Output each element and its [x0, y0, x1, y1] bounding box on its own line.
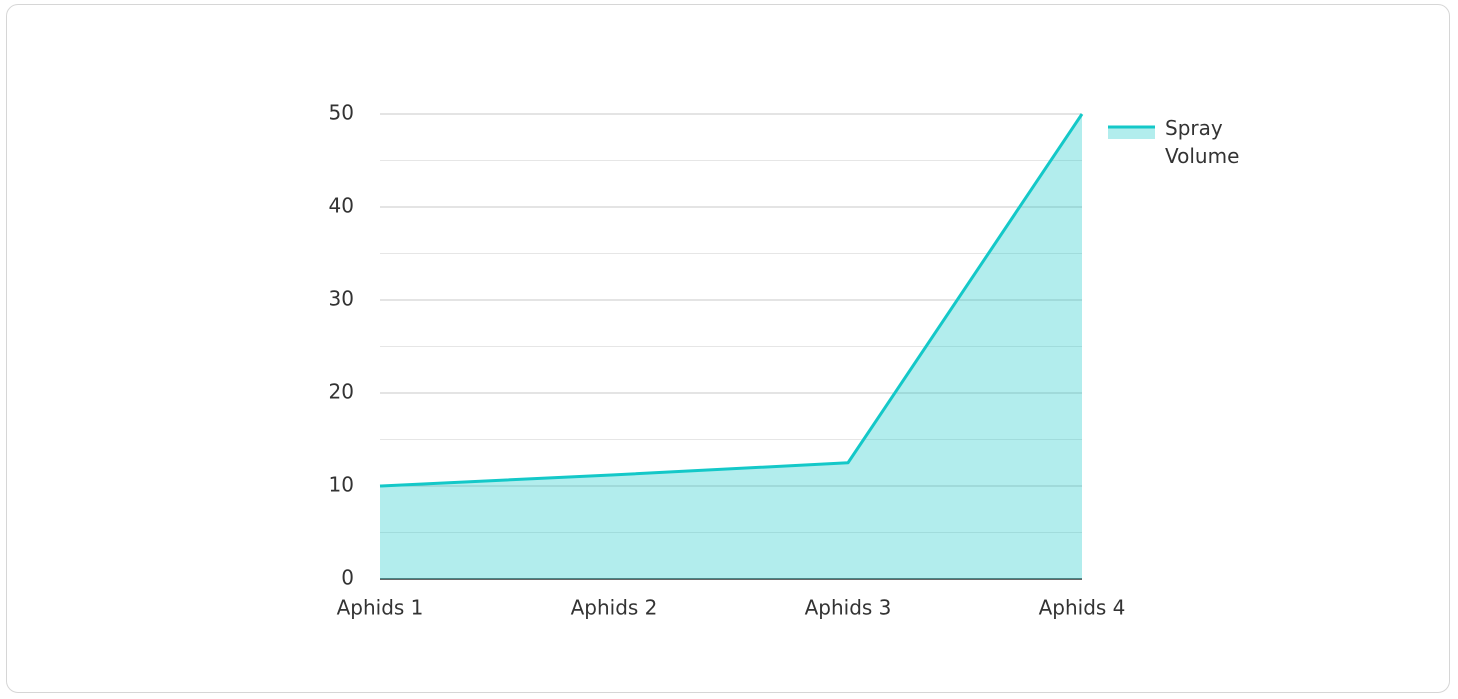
legend-label: Spray Volume: [1165, 116, 1240, 168]
x-tick-label: Aphids 3: [805, 596, 892, 620]
y-tick-label: 40: [329, 194, 354, 218]
x-tick-label: Aphids 4: [1039, 596, 1126, 620]
area: [380, 114, 1082, 579]
legend-swatch: [1108, 127, 1155, 139]
y-tick-label: 30: [329, 287, 354, 311]
y-tick-label: 10: [329, 473, 354, 497]
x-tick-label: Aphids 2: [571, 596, 658, 620]
line: [379, 113, 1084, 488]
y-tick-label: 0: [341, 566, 354, 590]
card: [6, 4, 1450, 693]
y-tick-label: 50: [329, 101, 354, 125]
x-tick-label: Aphids 1: [337, 596, 424, 620]
y-tick-label: 20: [329, 380, 354, 404]
